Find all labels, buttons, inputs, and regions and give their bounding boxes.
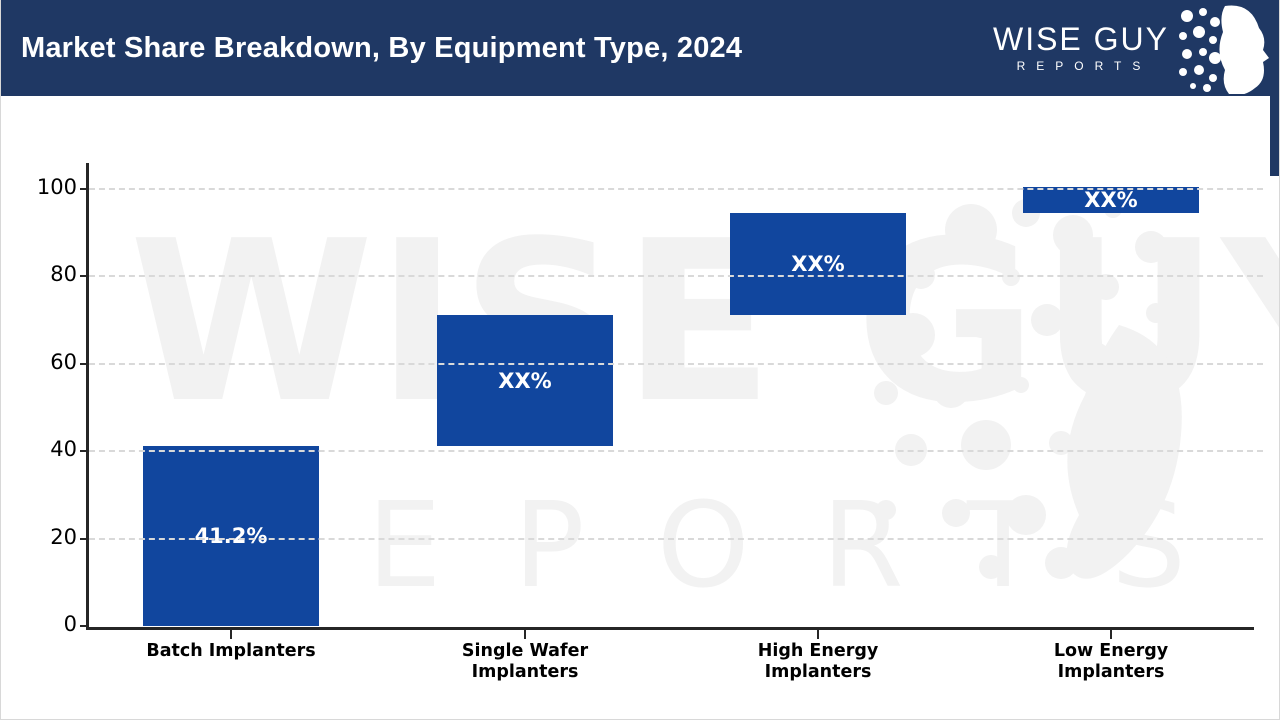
x-category-label-4: Low Energy Implanters <box>1053 641 1169 682</box>
y-tick-mark-60 <box>80 362 89 365</box>
y-tick-mark-80 <box>80 275 89 277</box>
y-tick-mark-40 <box>80 450 89 452</box>
y-tick-label-100: 100 <box>36 174 77 199</box>
x-category-label-1: Batch Implanters <box>146 641 316 661</box>
gridline-60 <box>89 362 1263 365</box>
y-tick-label-20: 20 <box>50 524 77 549</box>
x-tick-mark-4 <box>1110 630 1112 639</box>
page-title: Market Share Breakdown, By Equipment Typ… <box>21 31 743 64</box>
wiseguy-face-icon <box>1179 5 1269 94</box>
y-tick-label-80: 80 <box>50 262 77 286</box>
y-tick-mark-0 <box>80 625 89 627</box>
gridline-80 <box>89 275 1263 277</box>
wiseguy-logo: WISE GUY REPORTS <box>993 0 1273 96</box>
x-tick-mark-2 <box>524 630 526 639</box>
x-category-label-3: High Energy Implanters <box>757 641 879 682</box>
bar-3: XX% <box>730 212 906 316</box>
y-tick-label-60: 60 <box>50 349 77 374</box>
wiseguy-logo-text: WISE GUY REPORTS <box>993 23 1169 73</box>
bar-value-label: XX% <box>1084 187 1138 212</box>
right-accent-strip <box>1270 96 1279 176</box>
gridline-20 <box>89 537 1263 540</box>
logo-wiseguy-label: WISE GUY <box>992 21 1169 57</box>
bar-1: 41.2% <box>143 445 319 626</box>
bar-value-label: XX% <box>791 251 845 276</box>
bar-4: XX% <box>1023 187 1199 213</box>
bar-value-label: XX% <box>498 368 552 393</box>
gridline-40 <box>89 450 1263 452</box>
header-bar: Market Share Breakdown, By Equipment Typ… <box>1 0 1279 96</box>
y-tick-label-40: 40 <box>50 437 77 461</box>
logo-reports-label: REPORTS <box>1016 59 1152 73</box>
x-axis-spine <box>86 627 1254 630</box>
bar-value-label: 41.2% <box>194 523 268 548</box>
y-tick-mark-100 <box>80 187 89 190</box>
gridline-100 <box>89 187 1263 190</box>
x-category-label-2: Single Wafer Implanters <box>461 641 589 682</box>
bar-2: XX% <box>437 315 613 446</box>
y-tick-label-0: 0 <box>63 612 77 636</box>
x-tick-mark-3 <box>817 630 819 639</box>
x-tick-mark-1 <box>230 630 232 639</box>
y-axis-spine <box>86 163 89 629</box>
y-tick-mark-20 <box>80 537 89 540</box>
